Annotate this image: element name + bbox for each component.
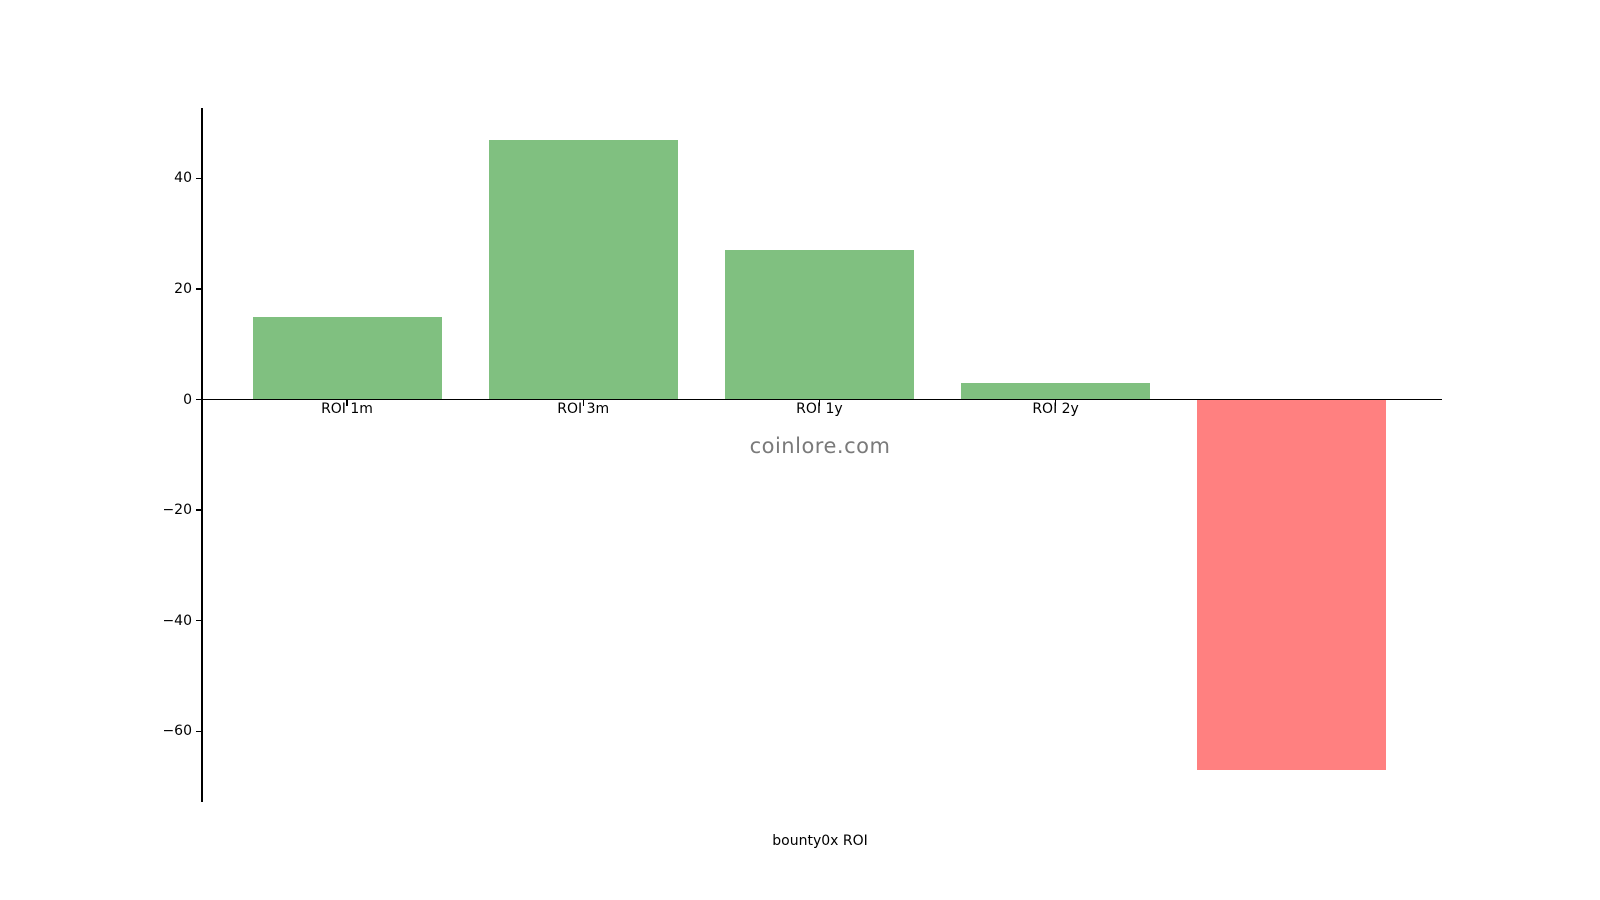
x-axis-zero-line xyxy=(202,398,1442,401)
x-tick-label-roi-2y: ROI 2y xyxy=(1032,401,1079,417)
y-tick xyxy=(196,509,202,511)
y-tick xyxy=(196,730,202,733)
bar-roi-3m xyxy=(488,139,678,400)
bar-roi-1m xyxy=(252,316,442,400)
y-tick-label: −20 xyxy=(162,502,192,519)
y-tick-label: −40 xyxy=(162,612,192,629)
y-tick xyxy=(196,288,202,290)
coinlore-watermark: coinlore.com xyxy=(749,434,891,458)
y-tick-label: 40 xyxy=(174,170,192,187)
y-axis-spine xyxy=(201,108,203,802)
y-tick xyxy=(196,398,202,401)
y-tick-label: 0 xyxy=(183,391,192,408)
x-tick xyxy=(1054,400,1057,407)
x-tick xyxy=(346,400,348,407)
x-tick-label-roi-1m: ROI 1m xyxy=(321,401,373,417)
x-tick xyxy=(818,400,821,407)
bar-roi-2y xyxy=(961,382,1151,400)
x-tick-label-roi-3m: ROI 3m xyxy=(557,401,610,417)
y-tick-label: −60 xyxy=(162,723,192,740)
x-tick-label-roi-1y: ROI 1y xyxy=(796,401,843,417)
chart-title: bounty0x ROI xyxy=(772,833,868,849)
bar-roi-1y xyxy=(724,250,914,400)
x-tick xyxy=(582,400,584,407)
bar-unlabeled-5 xyxy=(1197,399,1387,771)
y-tick-label: 20 xyxy=(174,280,192,297)
y-tick xyxy=(196,620,202,622)
y-tick xyxy=(196,177,202,179)
